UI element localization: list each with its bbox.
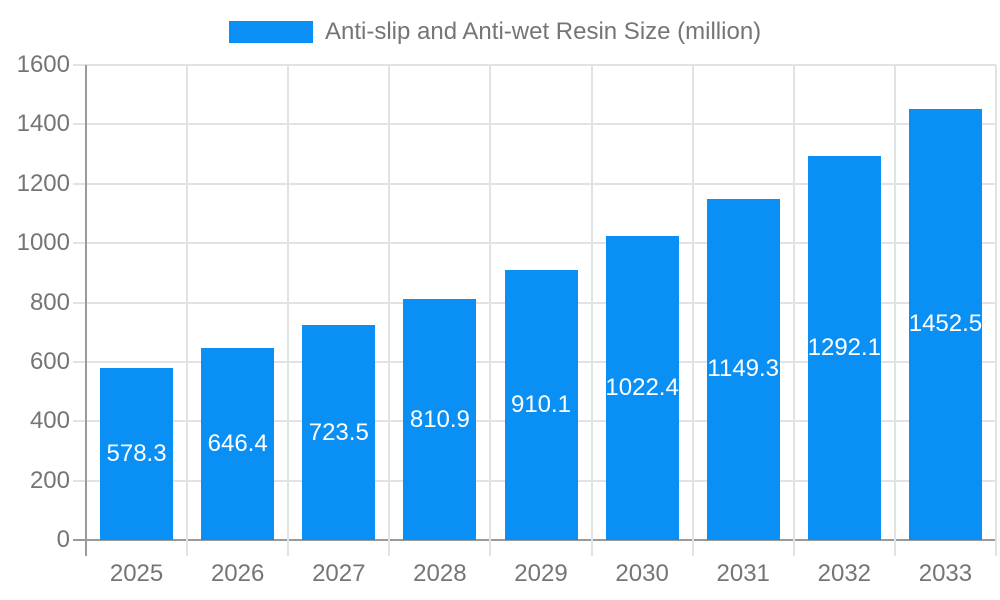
- y-axis-tick-label: 1200: [16, 169, 70, 197]
- y-gridline: [73, 539, 996, 541]
- x-axis-tick-label: 2029: [514, 560, 568, 587]
- y-gridline: [73, 242, 996, 245]
- x-gridline: [792, 65, 795, 556]
- x-axis-tick-label: 2033: [918, 560, 973, 587]
- x-axis-tick-label: 2025: [109, 560, 164, 587]
- bar-value-label: 910.1: [510, 390, 572, 418]
- y-axis-line: [85, 65, 87, 556]
- x-gridline: [287, 65, 290, 556]
- y-gridline: [73, 64, 996, 66]
- x-axis-tick-label: 2032: [817, 560, 872, 587]
- bar-2028: 810.9: [403, 299, 477, 540]
- y-gridline: [73, 123, 996, 126]
- x-axis-tick-label: 2028: [413, 560, 467, 587]
- bar-2029: 910.1: [504, 269, 578, 540]
- bar-2027: 723.5: [302, 325, 376, 540]
- legend-swatch-icon: [229, 21, 313, 43]
- bar-2030: 1022.4: [605, 236, 679, 540]
- x-gridline: [893, 65, 896, 556]
- legend-label: Anti-slip and Anti-wet Resin Size (milli…: [325, 18, 762, 45]
- bar-value-label: 646.4: [207, 430, 268, 458]
- bar-2031: 1149.3: [706, 198, 780, 540]
- bar-value-label: 578.3: [106, 440, 167, 468]
- bar-value-label: 1022.4: [605, 374, 679, 402]
- legend-item[interactable]: Anti-slip and Anti-wet Resin Size (milli…: [229, 18, 761, 46]
- x-gridline: [186, 65, 189, 556]
- y-axis-tick-label: 800: [29, 288, 70, 316]
- x-gridline: [691, 65, 694, 556]
- bar-2032: 1292.1: [808, 156, 881, 540]
- bar-value-label: 1452.5: [908, 310, 983, 338]
- y-axis-tick-label: 0: [56, 526, 70, 553]
- x-axis-tick-label: 2026: [210, 560, 265, 587]
- bar-value-label: 723.5: [308, 418, 369, 446]
- y-axis-tick-label: 1600: [16, 51, 70, 78]
- bar-2026: 646.4: [201, 348, 275, 540]
- x-axis-tick-label: 2027: [312, 560, 366, 587]
- y-axis-tick-label: 1400: [16, 110, 70, 138]
- x-gridline: [388, 65, 391, 556]
- bar-value-label: 1292.1: [807, 334, 882, 362]
- bar-2025: 578.3: [100, 368, 174, 540]
- y-axis-tick-label: 200: [29, 466, 70, 494]
- x-axis-tick-label: 2030: [615, 560, 669, 587]
- x-gridline: [590, 65, 593, 556]
- y-gridline: [73, 182, 996, 185]
- x-gridline: [489, 65, 492, 556]
- bar-2033: 1452.5: [908, 108, 983, 540]
- bar-value-label: 810.9: [409, 405, 470, 433]
- y-axis-tick-label: 600: [29, 347, 70, 375]
- y-axis-tick-label: 400: [29, 407, 70, 435]
- bar-value-label: 1149.3: [707, 355, 780, 383]
- x-axis-tick-label: 2031: [716, 560, 770, 587]
- y-axis-tick-label: 1000: [16, 229, 70, 257]
- x-gridline: [995, 65, 997, 556]
